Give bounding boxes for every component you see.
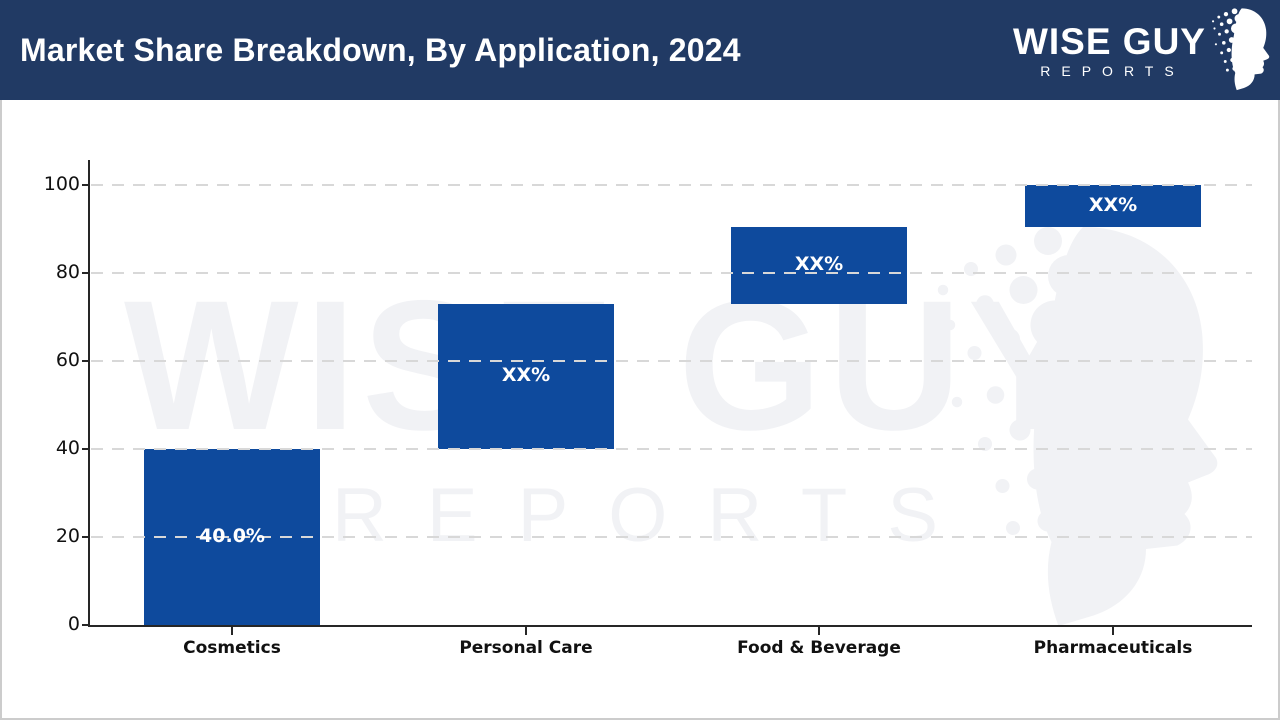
logo-subtext: REPORTS [1040, 62, 1185, 79]
gridline-80 [91, 272, 1252, 274]
header-bar: Market Share Breakdown, By Application, … [0, 0, 1280, 100]
bar-personal-care [438, 303, 614, 449]
bar-label-pharmaceuticals: XX% [1088, 193, 1138, 216]
bar-label-cosmetics: 40.0% [199, 525, 265, 547]
x-tick-label-personal-care: Personal Care [459, 638, 593, 658]
x-axis-line [88, 625, 1252, 627]
logo-face-icon [1200, 7, 1272, 93]
chart-area: WISE GUY REPORTS 0 20 40 60 80 100 40.0% Cosmet… [0, 100, 1280, 720]
x-tick-mark [525, 627, 527, 635]
y-tick-mark [82, 624, 90, 626]
y-tick-label: 80 [55, 261, 80, 283]
wiseguy-logo: WISE GUY REPORTS [1013, 5, 1272, 95]
y-tick-label: 0 [67, 613, 80, 635]
y-tick-mark [82, 184, 90, 186]
x-tick-label-food-beverage: Food & Beverage [737, 638, 901, 658]
y-tick-mark [82, 272, 90, 274]
y-tick-label: 40 [55, 437, 80, 459]
y-tick-mark [82, 360, 90, 362]
y-tick-mark [82, 536, 90, 538]
bar-label-food-beverage: XX% [794, 253, 844, 276]
y-tick-label: 100 [43, 173, 80, 195]
gridline-60 [91, 360, 1252, 362]
y-tick-label: 20 [55, 525, 80, 547]
bar-pharmaceuticals [1025, 185, 1201, 227]
x-tick-label-pharmaceuticals: Pharmaceuticals [1033, 638, 1193, 658]
y-axis-line [88, 160, 90, 627]
bar-label-personal-care: XX% [501, 364, 551, 387]
x-tick-mark [818, 627, 820, 635]
bar-food-beverage [731, 226, 907, 304]
gridline-20 [91, 536, 1252, 538]
watermark-subtext: REPORTS [332, 473, 979, 558]
gridline-40 [91, 448, 1252, 450]
y-tick-label: 60 [55, 349, 80, 371]
x-tick-mark [1112, 627, 1114, 635]
x-tick-label-cosmetics: Cosmetics [183, 638, 281, 658]
chart-title: Market Share Breakdown, By Application, … [20, 31, 741, 68]
logo-wordmark: WISE GUY [1012, 20, 1206, 62]
x-tick-mark [231, 627, 233, 635]
y-tick-mark [82, 448, 90, 450]
watermark-face-icon [880, 220, 1230, 640]
gridline-100 [91, 184, 1252, 186]
logo-text: WISE GUY REPORTS [1012, 20, 1206, 79]
